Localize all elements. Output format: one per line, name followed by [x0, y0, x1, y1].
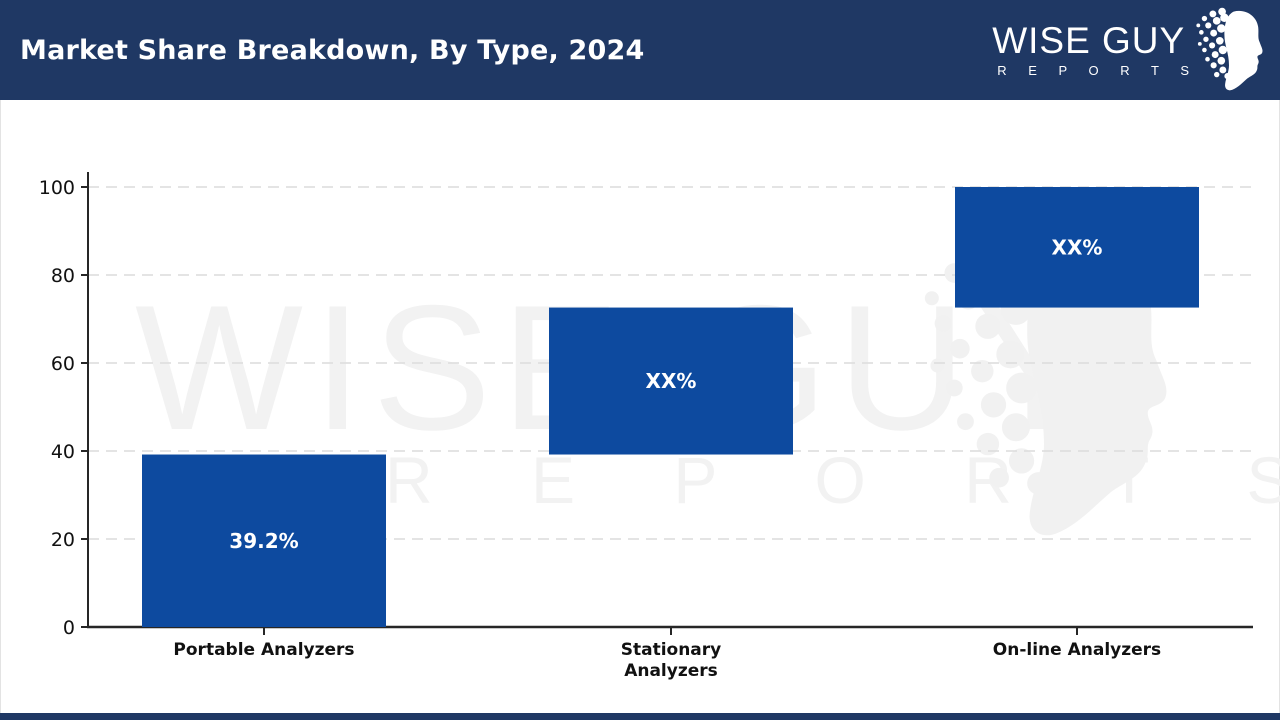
bar-value-label: 39.2%	[229, 529, 298, 553]
logo-wordmark: WISE GUY	[992, 20, 1186, 61]
wise-guy-reports-logo: WISE GUY R E P O R T S	[992, 7, 1266, 93]
footer-bar	[0, 713, 1280, 720]
bar	[549, 307, 793, 455]
logo-text: WISE GUY R E P O R T S	[992, 22, 1198, 78]
x-tick-label: Portable Analyzers	[173, 640, 354, 660]
y-tick-label: 60	[51, 353, 75, 375]
bar	[955, 187, 1199, 308]
page-title: Market Share Breakdown, By Type, 2024	[20, 34, 645, 66]
bar-value-label: XX%	[1052, 235, 1103, 259]
y-tick-label: 100	[39, 177, 75, 199]
header: Market Share Breakdown, By Type, 2024 WI…	[0, 0, 1280, 100]
logo-face-icon	[1196, 7, 1263, 91]
y-tick-label: 80	[51, 265, 75, 287]
x-tick-label: Stationary Analyzers	[621, 640, 722, 681]
y-tick-label: 40	[51, 441, 75, 463]
x-tick-label: On-line Analyzers	[993, 640, 1161, 660]
bar-value-label: XX%	[646, 369, 697, 393]
y-tick-label: 20	[51, 529, 75, 551]
bar-chart: 0 20 40 60 80 100 39.2% Portable Analyzers XX% St…	[39, 172, 1257, 681]
logo-subtitle: R E P O R T S	[997, 63, 1198, 78]
bar	[142, 454, 386, 627]
y-tick-label: 0	[63, 617, 75, 639]
